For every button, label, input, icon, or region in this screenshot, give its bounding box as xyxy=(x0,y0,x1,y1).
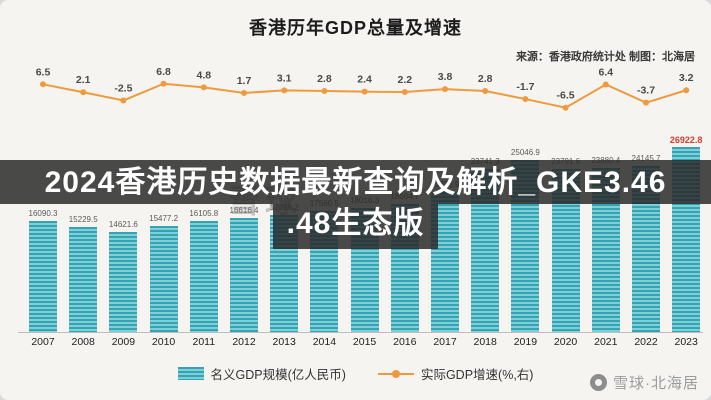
x-axis-label: 2021 xyxy=(594,336,618,348)
line-point-marker xyxy=(602,81,609,88)
line-point-marker xyxy=(321,87,328,94)
line-point-marker xyxy=(643,99,649,106)
bar-swatch-icon xyxy=(177,367,204,380)
legend: 名义GDP规模(亿人民币) 实际GDP增速(%,右) xyxy=(0,364,711,383)
line-dot-icon xyxy=(391,369,400,378)
line-value-label: 3.1 xyxy=(277,72,292,84)
gdp-bar xyxy=(109,231,138,332)
bar-value-label: 16105.8 xyxy=(189,209,219,219)
line-value-label: -2.5 xyxy=(114,83,132,95)
bar-value-label: 15477.2 xyxy=(149,213,179,223)
x-axis-label: 2016 xyxy=(393,336,417,348)
x-axis-label: 2009 xyxy=(111,336,136,348)
bar-value-label: 16616.4 xyxy=(229,205,259,215)
line-point-marker xyxy=(361,88,368,95)
line-value-label: 2.4 xyxy=(357,74,372,86)
x-axis-label: 2011 xyxy=(192,336,216,348)
line-value-label: 3.2 xyxy=(679,72,694,84)
line-value-label: 4.8 xyxy=(196,69,211,81)
bar-value-label: 15229.5 xyxy=(68,215,98,225)
line-point-marker xyxy=(522,96,529,103)
bar-value-label: 14621.6 xyxy=(108,219,138,229)
line-point-marker xyxy=(281,87,288,94)
x-axis-label: 2008 xyxy=(71,336,95,348)
legend-label-gdp: 名义GDP规模(亿人民币) xyxy=(210,368,346,382)
bar-value-label: 16090.3 xyxy=(28,209,58,219)
line-value-label: 1.7 xyxy=(237,75,252,87)
line-value-label: -1.7 xyxy=(516,81,534,93)
line-point-marker xyxy=(241,89,247,96)
line-value-label: 3.8 xyxy=(438,71,453,83)
line-value-label: -3.7 xyxy=(637,85,655,97)
xueqiu-logo-icon xyxy=(590,374,607,391)
line-value-label: 6.4 xyxy=(598,66,613,78)
x-axis-label: 2022 xyxy=(634,336,658,348)
gdp-bar xyxy=(149,225,178,332)
bar-value-label: 24145.7 xyxy=(631,154,661,164)
x-axis-label: 2015 xyxy=(352,336,377,348)
x-axis-label: 2020 xyxy=(553,336,578,348)
bar-value-label: 25046.9 xyxy=(510,147,540,157)
overlay-title-line1: 2024香港历史数据最新查询及解析_GKE3.46 xyxy=(0,160,711,204)
line-value-label: 2.2 xyxy=(397,74,412,86)
x-axis-label: 2023 xyxy=(674,336,698,348)
overlay-title-line2: .48生态版 xyxy=(272,204,439,249)
chart-title: 香港历年GDP总量及增速 xyxy=(248,18,462,38)
line-point-marker xyxy=(442,86,448,93)
gdp-bar xyxy=(189,221,218,332)
watermark-text: 雪球·北海居 xyxy=(613,375,699,392)
gdp-bar xyxy=(69,227,98,332)
x-axis-label: 2007 xyxy=(31,336,55,348)
line-value-label: 2.8 xyxy=(478,73,493,85)
line-point-marker xyxy=(40,81,46,88)
x-axis-label: 2017 xyxy=(433,336,457,348)
x-axis-label: 2012 xyxy=(232,336,256,348)
legend-item-gdp: 名义GDP规模(亿人民币) xyxy=(177,364,346,383)
legend-item-growth: 实际GDP增速(%,右) xyxy=(377,364,534,383)
x-axis-line xyxy=(18,332,703,333)
legend-label-growth: 实际GDP增速(%,右) xyxy=(420,368,534,382)
line-point-marker xyxy=(562,104,569,111)
line-value-label: -6.5 xyxy=(557,90,575,102)
line-point-marker xyxy=(160,80,167,87)
line-point-marker xyxy=(683,87,690,94)
x-axis-label: 2018 xyxy=(473,336,497,348)
line-point-marker xyxy=(482,87,489,94)
x-axis-label: 2019 xyxy=(513,336,538,348)
chart-source: 来源：香港政府统计处 制图：北海居 xyxy=(515,51,695,63)
gdp-bar xyxy=(29,221,57,332)
overlay-banner: 2024香港历史数据最新查询及解析_GKE3.46 .48生态版 xyxy=(0,160,711,249)
line-point-marker xyxy=(200,84,207,91)
line-swatch-icon xyxy=(377,369,414,378)
x-axis-label: 2013 xyxy=(272,336,296,348)
site-watermark: 雪球·北海居 xyxy=(590,372,699,393)
line-point-marker xyxy=(401,89,408,96)
line-point-marker xyxy=(80,89,87,96)
line-point-marker xyxy=(120,97,127,104)
line-value-label: 2.1 xyxy=(76,74,91,86)
bar-value-label: 26922.8 xyxy=(669,135,703,145)
line-value-label: 6.5 xyxy=(36,66,51,78)
line-value-label: 6.8 xyxy=(156,66,171,78)
gdp-bar xyxy=(230,217,258,332)
x-axis-label: 2014 xyxy=(312,336,337,348)
x-axis-label: 2010 xyxy=(151,336,176,348)
line-value-label: 2.8 xyxy=(317,73,332,85)
